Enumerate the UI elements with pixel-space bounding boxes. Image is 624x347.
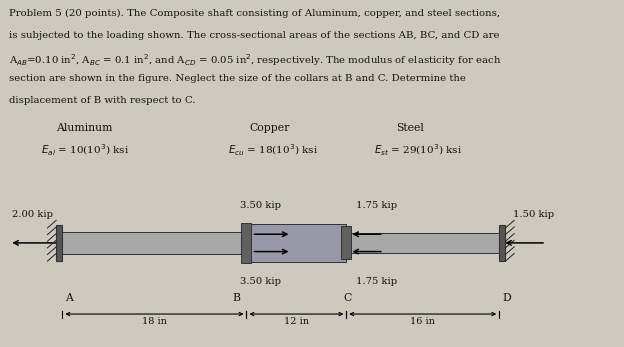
Text: 1.75 kip: 1.75 kip (356, 277, 397, 286)
Text: 2.00 kip: 2.00 kip (12, 210, 53, 219)
Text: 18 in: 18 in (142, 317, 167, 326)
Text: Copper: Copper (250, 123, 290, 133)
Text: $E_{al}$ = 10(10$^3$) ksi: $E_{al}$ = 10(10$^3$) ksi (41, 142, 129, 158)
Text: Steel: Steel (396, 123, 424, 133)
Text: 12 in: 12 in (284, 317, 309, 326)
Text: Problem 5 (20 points). The Composite shaft consisting of Aluminum, copper, and s: Problem 5 (20 points). The Composite sha… (9, 9, 500, 18)
Bar (341, 226, 351, 260)
Bar (499, 225, 505, 261)
Bar (346, 233, 499, 253)
Bar (246, 224, 346, 262)
Bar (62, 232, 246, 254)
Text: 3.50 kip: 3.50 kip (240, 277, 281, 286)
Text: $E_{st}$ = 29(10$^3$) ksi: $E_{st}$ = 29(10$^3$) ksi (374, 142, 462, 158)
Text: section are shown in the figure. Neglect the size of the collars at B and C. Det: section are shown in the figure. Neglect… (9, 74, 466, 83)
Text: is subjected to the loading shown. The cross-sectional areas of the sections AB,: is subjected to the loading shown. The c… (9, 31, 500, 40)
Text: A: A (66, 293, 74, 303)
Text: A$_{AB}$=0.10 in$^2$, A$_{BC}$ = 0.1 in$^2$, and A$_{CD}$ = 0.05 in$^2$, respect: A$_{AB}$=0.10 in$^2$, A$_{BC}$ = 0.1 in$… (9, 52, 502, 68)
Text: D: D (502, 293, 511, 303)
Text: 1.50 kip: 1.50 kip (513, 210, 554, 219)
Text: 3.50 kip: 3.50 kip (240, 201, 281, 210)
Text: displacement of B with respect to C.: displacement of B with respect to C. (9, 96, 196, 105)
Bar (56, 225, 62, 261)
Text: 16 in: 16 in (411, 317, 435, 326)
Bar (241, 223, 251, 263)
Text: Aluminum: Aluminum (56, 123, 112, 133)
Text: B: B (233, 293, 241, 303)
Text: C: C (343, 293, 351, 303)
Text: $E_{cu}$ = 18(10$^3$) ksi: $E_{cu}$ = 18(10$^3$) ksi (228, 142, 318, 158)
Text: 1.75 kip: 1.75 kip (356, 201, 397, 210)
